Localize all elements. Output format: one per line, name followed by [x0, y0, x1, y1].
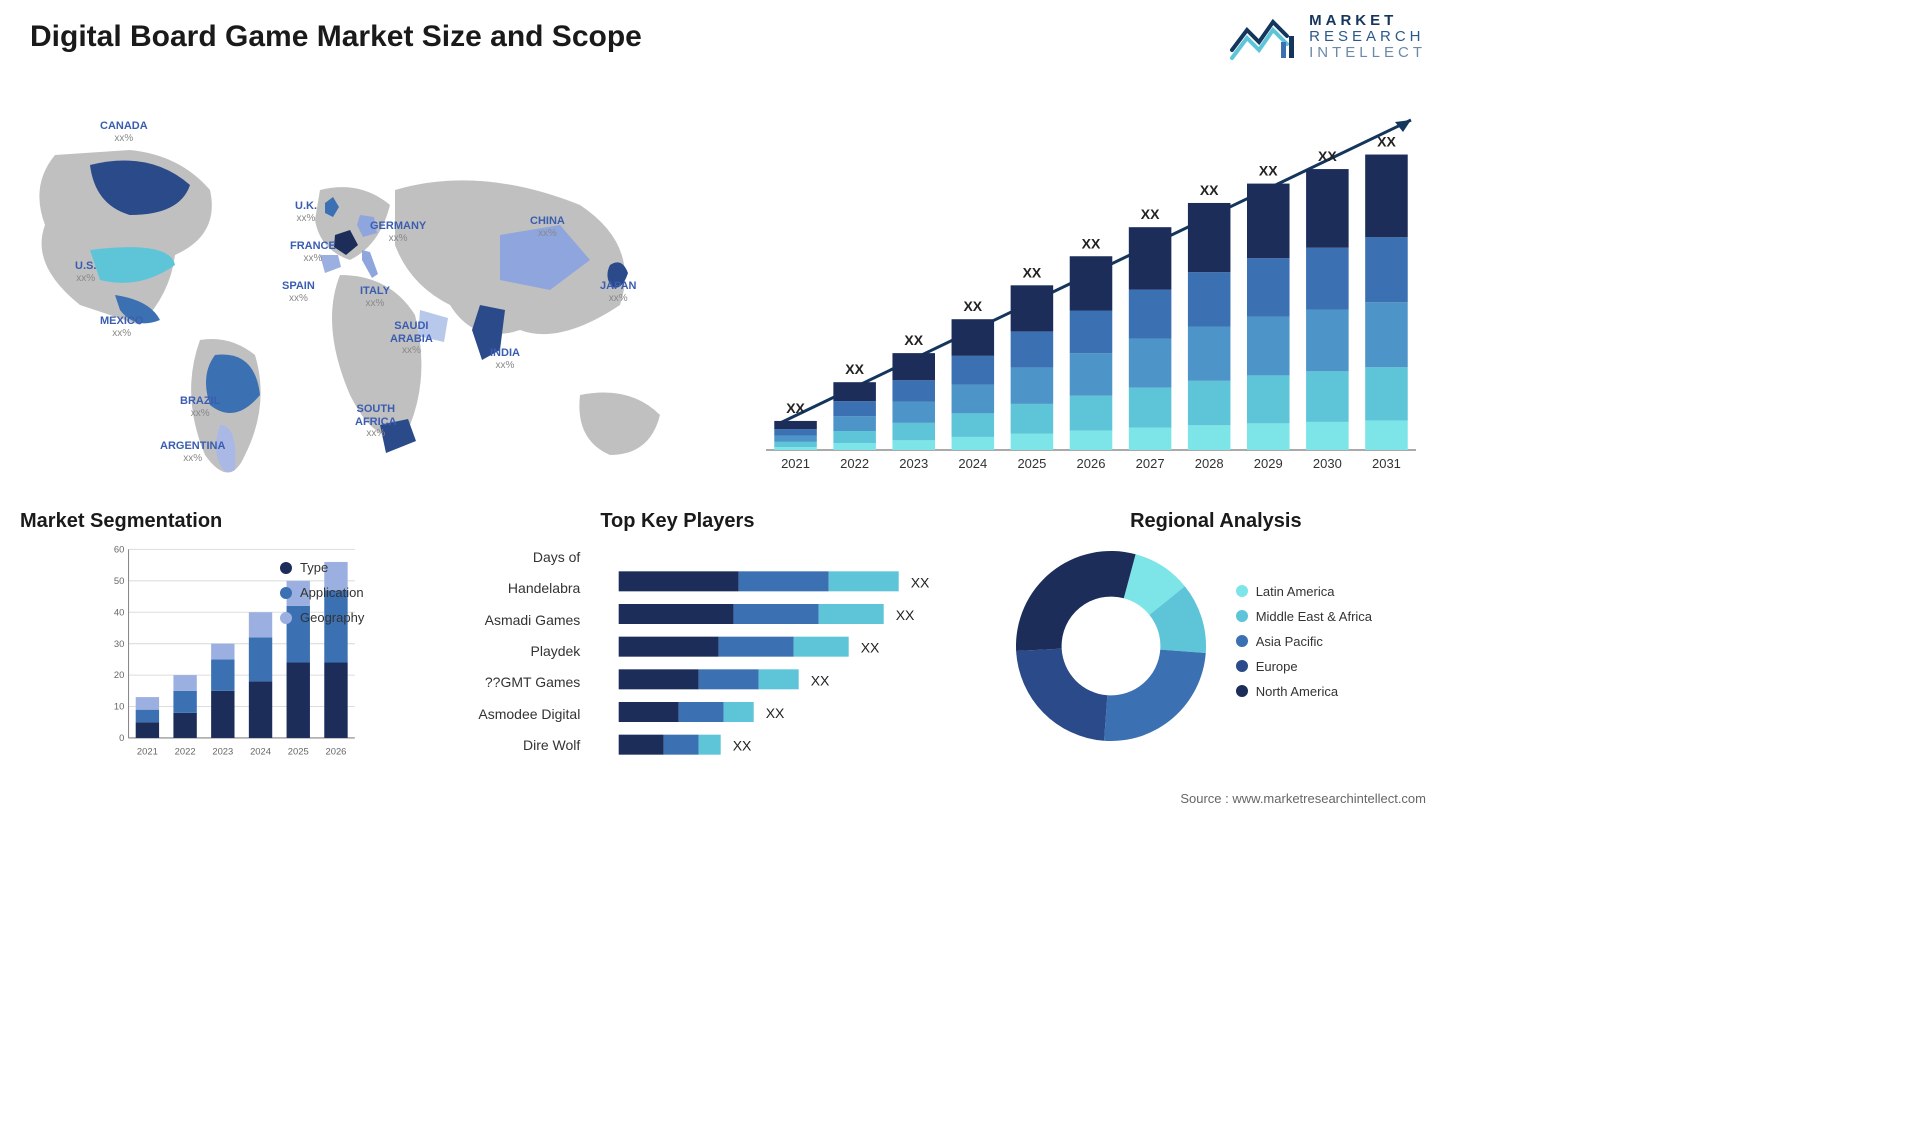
- map-label: CANADAxx%: [100, 120, 148, 144]
- logo-text-3: INTELLECT: [1309, 45, 1426, 61]
- svg-text:10: 10: [114, 701, 124, 712]
- logo-icon: [1229, 12, 1299, 62]
- svg-text:XX: XX: [1377, 134, 1396, 150]
- map-label: SOUTHAFRICAxx%: [355, 403, 397, 440]
- svg-text:XX: XX: [911, 574, 930, 590]
- regional-legend: Latin America Middle East & Africa Asia Pa…: [1236, 584, 1372, 709]
- player-name: Asmadi Games: [460, 612, 580, 628]
- svg-text:60: 60: [114, 544, 124, 555]
- svg-text:2021: 2021: [781, 456, 810, 471]
- page-title: Digital Board Game Market Size and Scope: [30, 20, 642, 54]
- svg-text:XX: XX: [845, 361, 864, 377]
- segmentation-chart: 0 10 20 30 40 50 60 2021 2022 2023 2024 2025 2026: [20, 541, 440, 761]
- map-label: U.K.xx%: [295, 200, 317, 224]
- regional-donut: [1006, 541, 1216, 751]
- svg-text:2031: 2031: [1372, 456, 1401, 471]
- regional-panel: Regional Analysis Latin America Middle Ea…: [1006, 510, 1426, 770]
- segmentation-legend: Type Application Geography: [280, 560, 364, 635]
- svg-text:XX: XX: [766, 705, 785, 721]
- map-label: MEXICOxx%: [100, 315, 143, 339]
- svg-text:2028: 2028: [1195, 456, 1224, 471]
- players-title: Top Key Players: [600, 510, 985, 533]
- map-label: BRAZILxx%: [180, 395, 220, 419]
- map-label: FRANCExx%: [290, 240, 336, 264]
- logo-text-1: MARKET: [1309, 13, 1426, 29]
- svg-text:20: 20: [114, 669, 124, 680]
- world-map: CANADAxx% U.S.xx% MEXICOxx% BRAZILxx% ARGENT…: [20, 95, 720, 495]
- map-label: CHINAxx%: [530, 215, 565, 239]
- svg-text:2025: 2025: [288, 746, 309, 757]
- map-label: ARGENTINAxx%: [160, 440, 225, 464]
- source-text: Source : www.marketresearchintellect.com: [1180, 791, 1426, 806]
- svg-text:2024: 2024: [250, 746, 271, 757]
- svg-text:XX: XX: [1023, 264, 1042, 280]
- svg-text:2022: 2022: [175, 746, 196, 757]
- svg-text:2026: 2026: [1077, 456, 1106, 471]
- map-label: U.S.xx%: [75, 260, 96, 284]
- legend-item: Application: [280, 585, 364, 600]
- svg-text:0: 0: [119, 732, 124, 743]
- svg-text:2024: 2024: [958, 456, 987, 471]
- svg-text:2023: 2023: [212, 746, 233, 757]
- player-name: Handelabra: [460, 580, 580, 596]
- legend-item: North America: [1236, 684, 1372, 699]
- legend-item: Europe: [1236, 659, 1372, 674]
- svg-text:XX: XX: [963, 298, 982, 314]
- svg-text:XX: XX: [896, 607, 915, 623]
- player-name: Days of: [460, 549, 580, 565]
- svg-text:2025: 2025: [1017, 456, 1046, 471]
- svg-text:50: 50: [114, 575, 124, 586]
- svg-text:XX: XX: [1141, 206, 1160, 222]
- brand-logo: MARKET RESEARCH INTELLECT: [1229, 12, 1426, 62]
- map-label: GERMANYxx%: [370, 220, 426, 244]
- svg-text:XX: XX: [861, 640, 880, 656]
- svg-text:XX: XX: [1082, 235, 1101, 251]
- market-size-chart: XX 2021 XX 2022 XX 2023 XX 2024 XX 2025 XX 2026 XX 20…: [746, 100, 1426, 480]
- map-label: JAPANxx%: [600, 280, 636, 304]
- segmentation-panel: Market Segmentation 0 10 20 30 40 50 60 2021 202…: [20, 510, 440, 770]
- map-label: SPAINxx%: [282, 280, 315, 304]
- svg-text:XX: XX: [1259, 163, 1278, 179]
- svg-text:2027: 2027: [1136, 456, 1165, 471]
- player-name: Playdek: [460, 643, 580, 659]
- legend-item: Asia Pacific: [1236, 634, 1372, 649]
- svg-text:XX: XX: [811, 672, 830, 688]
- svg-text:2021: 2021: [137, 746, 158, 757]
- map-label: SAUDIARABIAxx%: [390, 320, 433, 357]
- logo-text-2: RESEARCH: [1309, 29, 1426, 45]
- regional-title: Regional Analysis: [1006, 510, 1426, 533]
- legend-item: Latin America: [1236, 584, 1372, 599]
- legend-item: Geography: [280, 610, 364, 625]
- svg-text:2023: 2023: [899, 456, 928, 471]
- svg-text:2022: 2022: [840, 456, 869, 471]
- svg-text:2029: 2029: [1254, 456, 1283, 471]
- map-label: ITALYxx%: [360, 285, 390, 309]
- svg-text:XX: XX: [786, 400, 805, 416]
- player-name: Dire Wolf: [460, 737, 580, 753]
- player-name: Asmodee Digital: [460, 706, 580, 722]
- players-chart: XX XX XX XX XX XX: [592, 541, 985, 761]
- legend-item: Middle East & Africa: [1236, 609, 1372, 624]
- svg-text:30: 30: [114, 638, 124, 649]
- svg-text:XX: XX: [1200, 182, 1219, 198]
- players-panel: Top Key Players Days of Handelabra Asmadi …: [460, 510, 985, 770]
- legend-item: Type: [280, 560, 364, 575]
- svg-text:40: 40: [114, 606, 124, 617]
- segmentation-title: Market Segmentation: [20, 510, 440, 533]
- svg-text:XX: XX: [1318, 148, 1337, 164]
- svg-text:XX: XX: [733, 738, 752, 754]
- players-labels: Days of Handelabra Asmadi Games Playdek ??GM…: [460, 541, 580, 761]
- player-name: ??GMT Games: [460, 674, 580, 690]
- svg-text:2026: 2026: [325, 746, 346, 757]
- svg-text:2030: 2030: [1313, 456, 1342, 471]
- svg-text:XX: XX: [904, 332, 923, 348]
- map-label: INDIAxx%: [490, 347, 520, 371]
